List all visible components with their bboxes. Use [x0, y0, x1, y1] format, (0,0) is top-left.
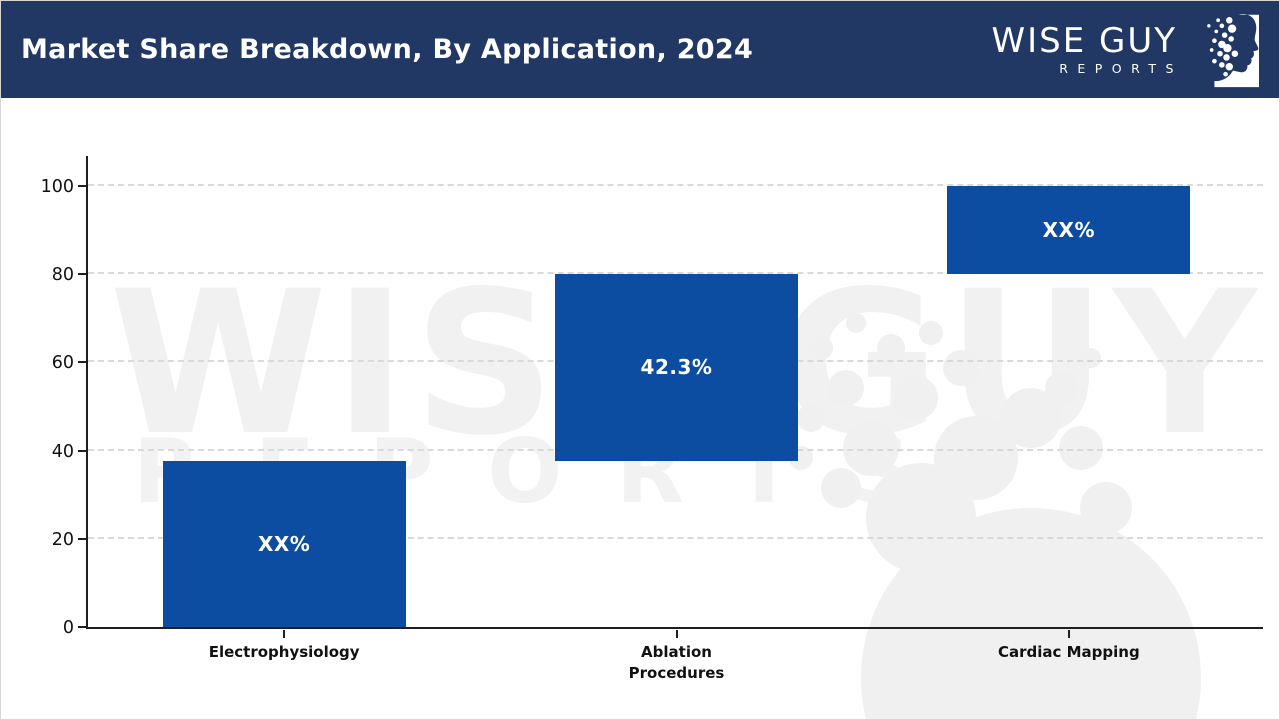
bar-ablation-procedures: 42.3%	[555, 274, 798, 461]
page-title: Market Share Breakdown, By Application, …	[21, 34, 754, 65]
x-axis-label: Electrophysiology	[208, 643, 360, 661]
x-axis-label: Cardiac Mapping	[997, 643, 1140, 661]
y-tick-label: 0	[62, 618, 74, 638]
y-tick-mark	[78, 449, 86, 452]
y-tick-label: 100	[40, 177, 74, 197]
x-axis-label: Ablation Procedures	[628, 643, 725, 682]
y-tick-mark	[78, 626, 86, 628]
x-tick-mark	[1067, 630, 1070, 638]
chart-area: WISE GUY REPORTS 0 20 40 60 80 100 XX% Electrop…	[1, 98, 1279, 719]
y-tick-label: 20	[51, 529, 74, 550]
y-tick-label: 60	[51, 353, 74, 374]
brand-logo-text: WISE GUY REPORTS	[991, 24, 1177, 76]
logo-name-label: WISE GUY	[991, 20, 1177, 61]
plot-area: 0 20 40 60 80 100 XX% Electrophysiology 42.3% Abl…	[41, 156, 1263, 682]
y-tick-mark	[78, 537, 86, 540]
logo-tagline-label: REPORTS	[1059, 60, 1183, 76]
logo-face-icon	[1207, 13, 1259, 87]
y-tick-mark	[78, 273, 86, 276]
gridline	[88, 272, 1263, 275]
x-tick-mark	[675, 630, 678, 638]
y-tick-label: 80	[51, 265, 74, 286]
bar-value-label: 42.3%	[640, 355, 713, 380]
watermark-face-icon	[789, 313, 1201, 719]
bar-cardiac-mapping: XX%	[947, 186, 1191, 275]
bar-value-label: XX%	[1042, 218, 1096, 243]
gridline	[88, 184, 1263, 186]
y-tick-mark	[78, 361, 86, 364]
bar-electrophysiology: XX%	[162, 460, 406, 627]
header-bar: Market Share Breakdown, By Application, …	[1, 1, 1279, 98]
y-tick-label: 40	[51, 441, 74, 462]
y-tick-mark	[78, 185, 86, 187]
bar-value-label: XX%	[257, 531, 311, 556]
gridline	[88, 536, 1263, 539]
brand-logo: WISE GUY REPORTS	[991, 12, 1259, 88]
x-tick-mark	[283, 630, 286, 638]
